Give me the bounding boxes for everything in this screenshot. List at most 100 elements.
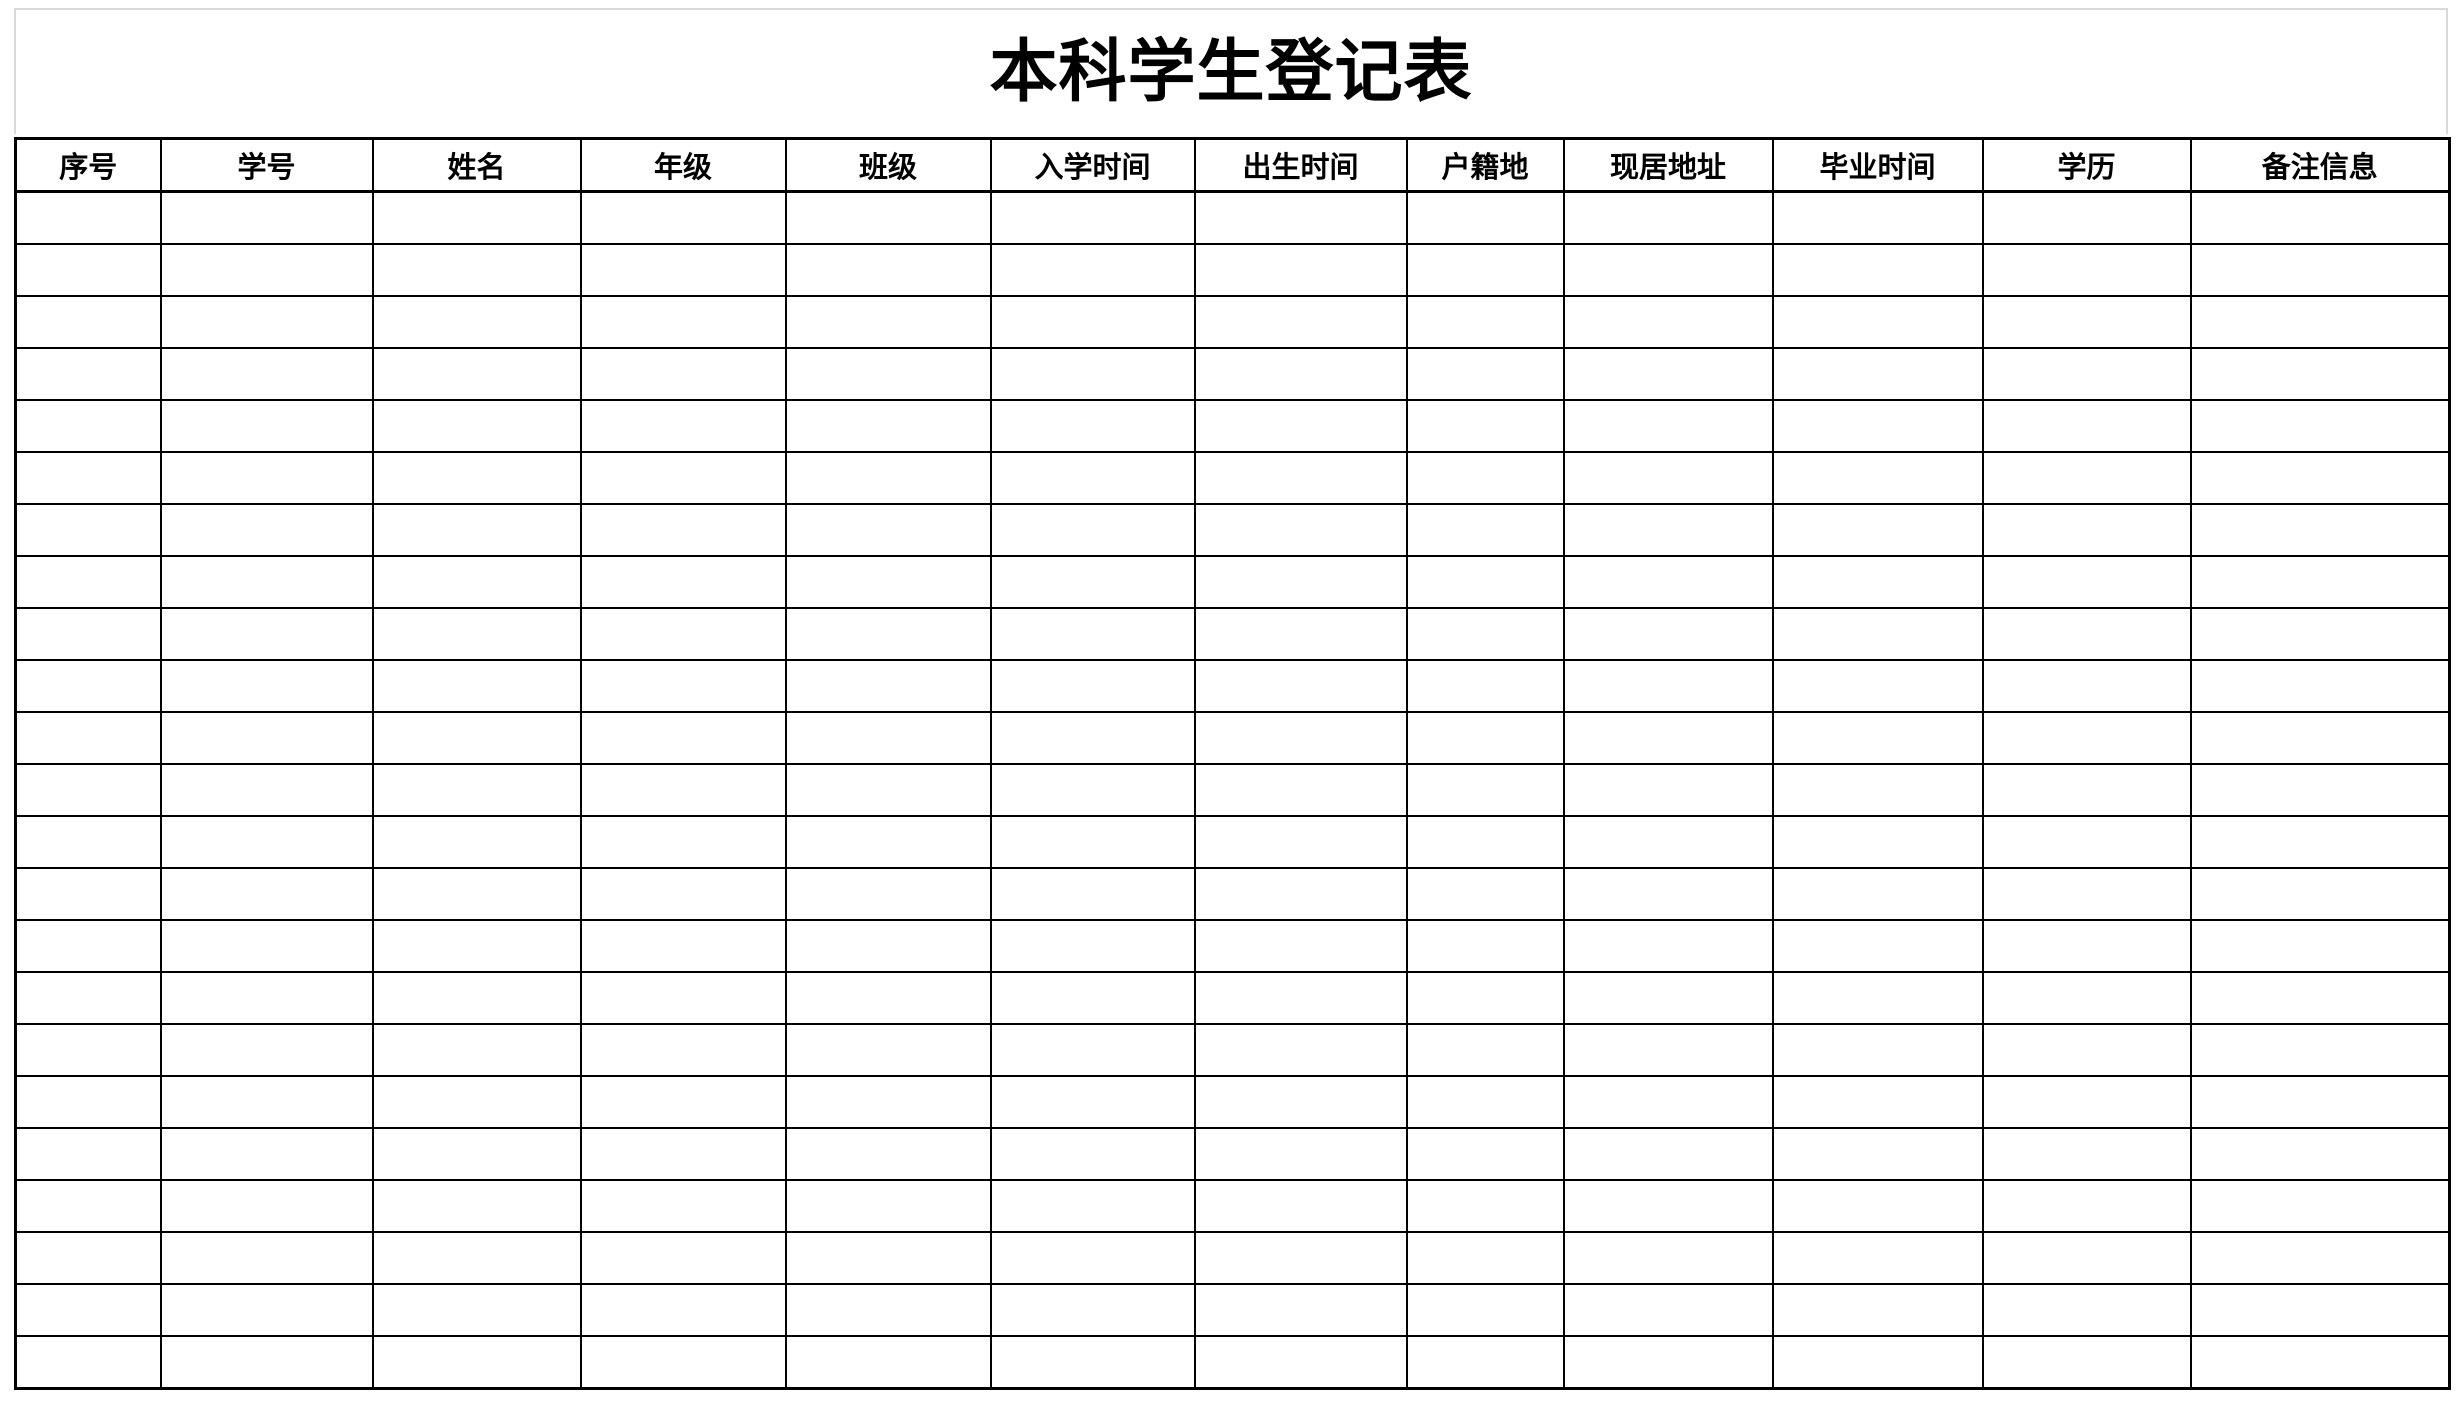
table-cell[interactable]: [371, 451, 582, 505]
table-cell[interactable]: [579, 243, 787, 297]
table-cell[interactable]: [371, 295, 582, 349]
table-cell[interactable]: [989, 659, 1196, 713]
table-cell[interactable]: [1981, 451, 2192, 505]
table-cell[interactable]: [579, 867, 787, 921]
table-cell[interactable]: [14, 295, 162, 349]
column-header-10[interactable]: 学历: [1981, 137, 2192, 193]
table-cell[interactable]: [371, 555, 582, 609]
table-cell[interactable]: [1981, 243, 2192, 297]
table-cell[interactable]: [159, 347, 374, 401]
table-cell[interactable]: [579, 607, 787, 661]
table-cell[interactable]: [1193, 1023, 1408, 1077]
table-cell[interactable]: [159, 1179, 374, 1233]
table-cell[interactable]: [1405, 1023, 1565, 1077]
table-cell[interactable]: [2189, 1283, 2451, 1337]
table-cell[interactable]: [1981, 555, 2192, 609]
table-cell[interactable]: [371, 867, 582, 921]
table-cell[interactable]: [1193, 919, 1408, 973]
table-cell[interactable]: [1405, 555, 1565, 609]
table-cell[interactable]: [1193, 763, 1408, 817]
table-cell[interactable]: [989, 607, 1196, 661]
table-cell[interactable]: [159, 190, 374, 245]
table-cell[interactable]: [1981, 763, 2192, 817]
table-cell[interactable]: [159, 295, 374, 349]
table-cell[interactable]: [371, 1127, 582, 1181]
table-cell[interactable]: [579, 399, 787, 453]
table-cell[interactable]: [2189, 1127, 2451, 1181]
table-cell[interactable]: [1981, 659, 2192, 713]
table-cell[interactable]: [159, 711, 374, 765]
column-header-9[interactable]: 毕业时间: [1771, 137, 1984, 193]
table-cell[interactable]: [1771, 503, 1984, 557]
table-cell[interactable]: [1771, 295, 1984, 349]
table-cell[interactable]: [14, 919, 162, 973]
table-cell[interactable]: [579, 919, 787, 973]
table-cell[interactable]: [1405, 399, 1565, 453]
table-cell[interactable]: [371, 1335, 582, 1390]
table-cell[interactable]: [371, 763, 582, 817]
table-cell[interactable]: [14, 347, 162, 401]
table-cell[interactable]: [1562, 1075, 1774, 1129]
table-cell[interactable]: [14, 503, 162, 557]
table-cell[interactable]: [1193, 867, 1408, 921]
table-cell[interactable]: [14, 659, 162, 713]
table-cell[interactable]: [1405, 867, 1565, 921]
table-cell[interactable]: [1771, 1075, 1984, 1129]
table-cell[interactable]: [989, 711, 1196, 765]
table-cell[interactable]: [989, 190, 1196, 245]
table-cell[interactable]: [2189, 815, 2451, 869]
table-cell[interactable]: [14, 607, 162, 661]
table-cell[interactable]: [1193, 503, 1408, 557]
table-cell[interactable]: [1193, 711, 1408, 765]
table-cell[interactable]: [2189, 607, 2451, 661]
table-cell[interactable]: [159, 1127, 374, 1181]
table-cell[interactable]: [1771, 1335, 1984, 1390]
table-cell[interactable]: [989, 1335, 1196, 1390]
table-cell[interactable]: [159, 607, 374, 661]
table-cell[interactable]: [1405, 451, 1565, 505]
table-cell[interactable]: [1193, 399, 1408, 453]
table-cell[interactable]: [2189, 1231, 2451, 1285]
table-cell[interactable]: [784, 815, 992, 869]
table-cell[interactable]: [579, 1075, 787, 1129]
table-cell[interactable]: [989, 347, 1196, 401]
table-cell[interactable]: [14, 399, 162, 453]
table-cell[interactable]: [1405, 1075, 1565, 1129]
table-cell[interactable]: [1771, 1023, 1984, 1077]
table-cell[interactable]: [14, 451, 162, 505]
table-cell[interactable]: [371, 919, 582, 973]
table-cell[interactable]: [1562, 607, 1774, 661]
table-cell[interactable]: [2189, 503, 2451, 557]
table-cell[interactable]: [2189, 1179, 2451, 1233]
table-cell[interactable]: [989, 295, 1196, 349]
table-cell[interactable]: [159, 503, 374, 557]
table-cell[interactable]: [159, 555, 374, 609]
table-cell[interactable]: [371, 971, 582, 1025]
table-cell[interactable]: [1771, 815, 1984, 869]
column-header-1[interactable]: 学号: [159, 137, 374, 193]
table-cell[interactable]: [784, 607, 992, 661]
table-cell[interactable]: [371, 711, 582, 765]
table-cell[interactable]: [1562, 399, 1774, 453]
table-cell[interactable]: [579, 295, 787, 349]
table-cell[interactable]: [784, 711, 992, 765]
table-cell[interactable]: [1193, 451, 1408, 505]
table-cell[interactable]: [989, 555, 1196, 609]
table-cell[interactable]: [1771, 1179, 1984, 1233]
table-cell[interactable]: [1405, 607, 1565, 661]
table-cell[interactable]: [1771, 190, 1984, 245]
table-cell[interactable]: [579, 1023, 787, 1077]
table-cell[interactable]: [1562, 347, 1774, 401]
table-cell[interactable]: [371, 1179, 582, 1233]
table-cell[interactable]: [14, 867, 162, 921]
table-cell[interactable]: [784, 503, 992, 557]
table-cell[interactable]: [579, 1231, 787, 1285]
table-cell[interactable]: [989, 815, 1196, 869]
table-cell[interactable]: [1405, 1231, 1565, 1285]
table-cell[interactable]: [989, 971, 1196, 1025]
table-cell[interactable]: [1562, 763, 1774, 817]
table-cell[interactable]: [1562, 867, 1774, 921]
table-cell[interactable]: [579, 763, 787, 817]
table-cell[interactable]: [2189, 243, 2451, 297]
table-cell[interactable]: [1981, 971, 2192, 1025]
